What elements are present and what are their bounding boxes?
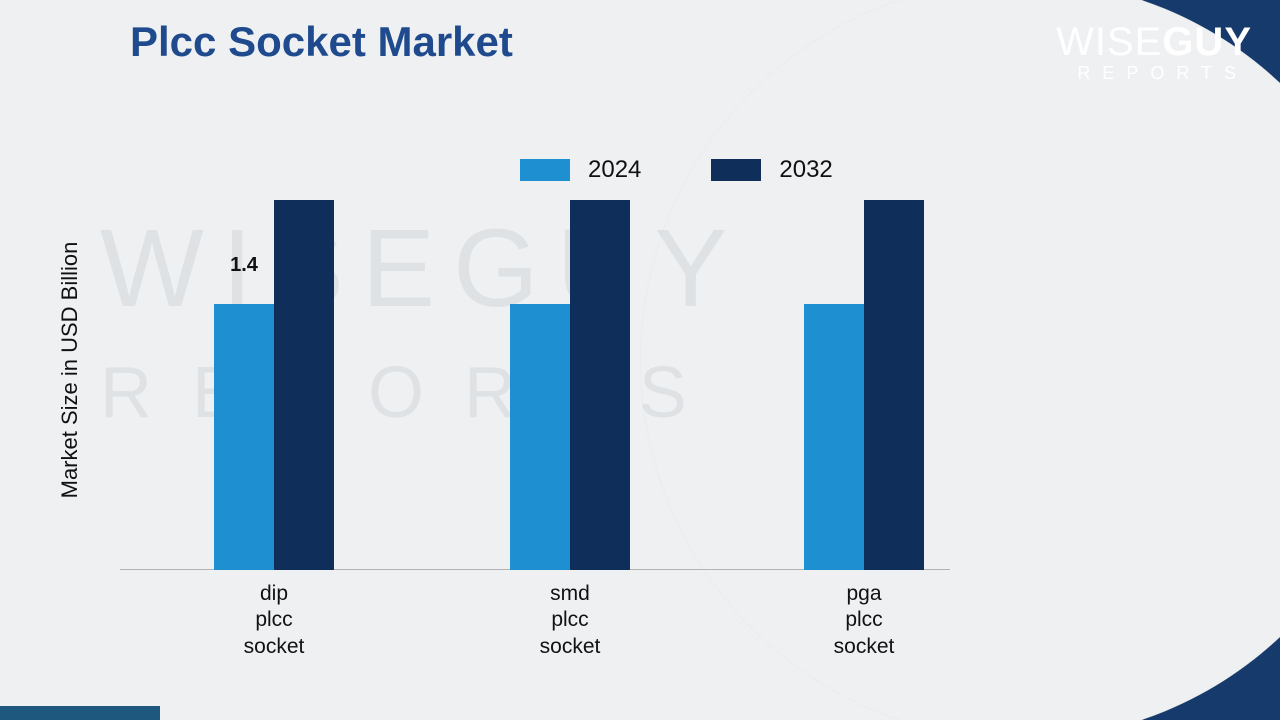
x-axis-category-label: dipplccsocket xyxy=(244,581,305,660)
legend-item-2024: 2024 xyxy=(520,156,641,184)
bar xyxy=(214,304,274,570)
brand-logo-word-a: WISE xyxy=(1056,20,1162,64)
y-axis-label: Market Size in USD Billion xyxy=(57,242,83,499)
bar xyxy=(570,200,630,571)
legend-label-2024: 2024 xyxy=(588,156,641,184)
bar xyxy=(510,304,570,570)
bar xyxy=(274,200,334,571)
x-axis-category-label: pgaplccsocket xyxy=(834,581,895,660)
brand-logo-sub: REPORTS xyxy=(1056,64,1252,82)
plot-area: 1.4 xyxy=(120,190,950,570)
bottom-accent-bar xyxy=(0,706,160,720)
x-axis-labels: dipplccsocket smdplccsocket pgaplccsocket xyxy=(120,575,950,675)
legend-swatch-2024 xyxy=(520,159,570,181)
bar xyxy=(804,304,864,570)
legend-swatch-2032 xyxy=(711,159,761,181)
x-axis-category-label: smdplccsocket xyxy=(540,581,601,660)
brand-logo-main: WISEGUY xyxy=(1056,22,1252,62)
legend: 2024 2032 xyxy=(520,156,833,184)
chart-title: Plcc Socket Market xyxy=(130,18,513,66)
brand-logo-word-b: GUY xyxy=(1162,20,1252,64)
legend-label-2032: 2032 xyxy=(779,156,832,184)
bar xyxy=(864,200,924,571)
canvas: WISEGUY REPORTS Plcc Socket Market WISEG… xyxy=(0,0,1280,720)
legend-item-2032: 2032 xyxy=(711,156,832,184)
brand-logo: WISEGUY REPORTS xyxy=(1056,22,1252,82)
bar-value-label: 1.4 xyxy=(230,254,258,277)
